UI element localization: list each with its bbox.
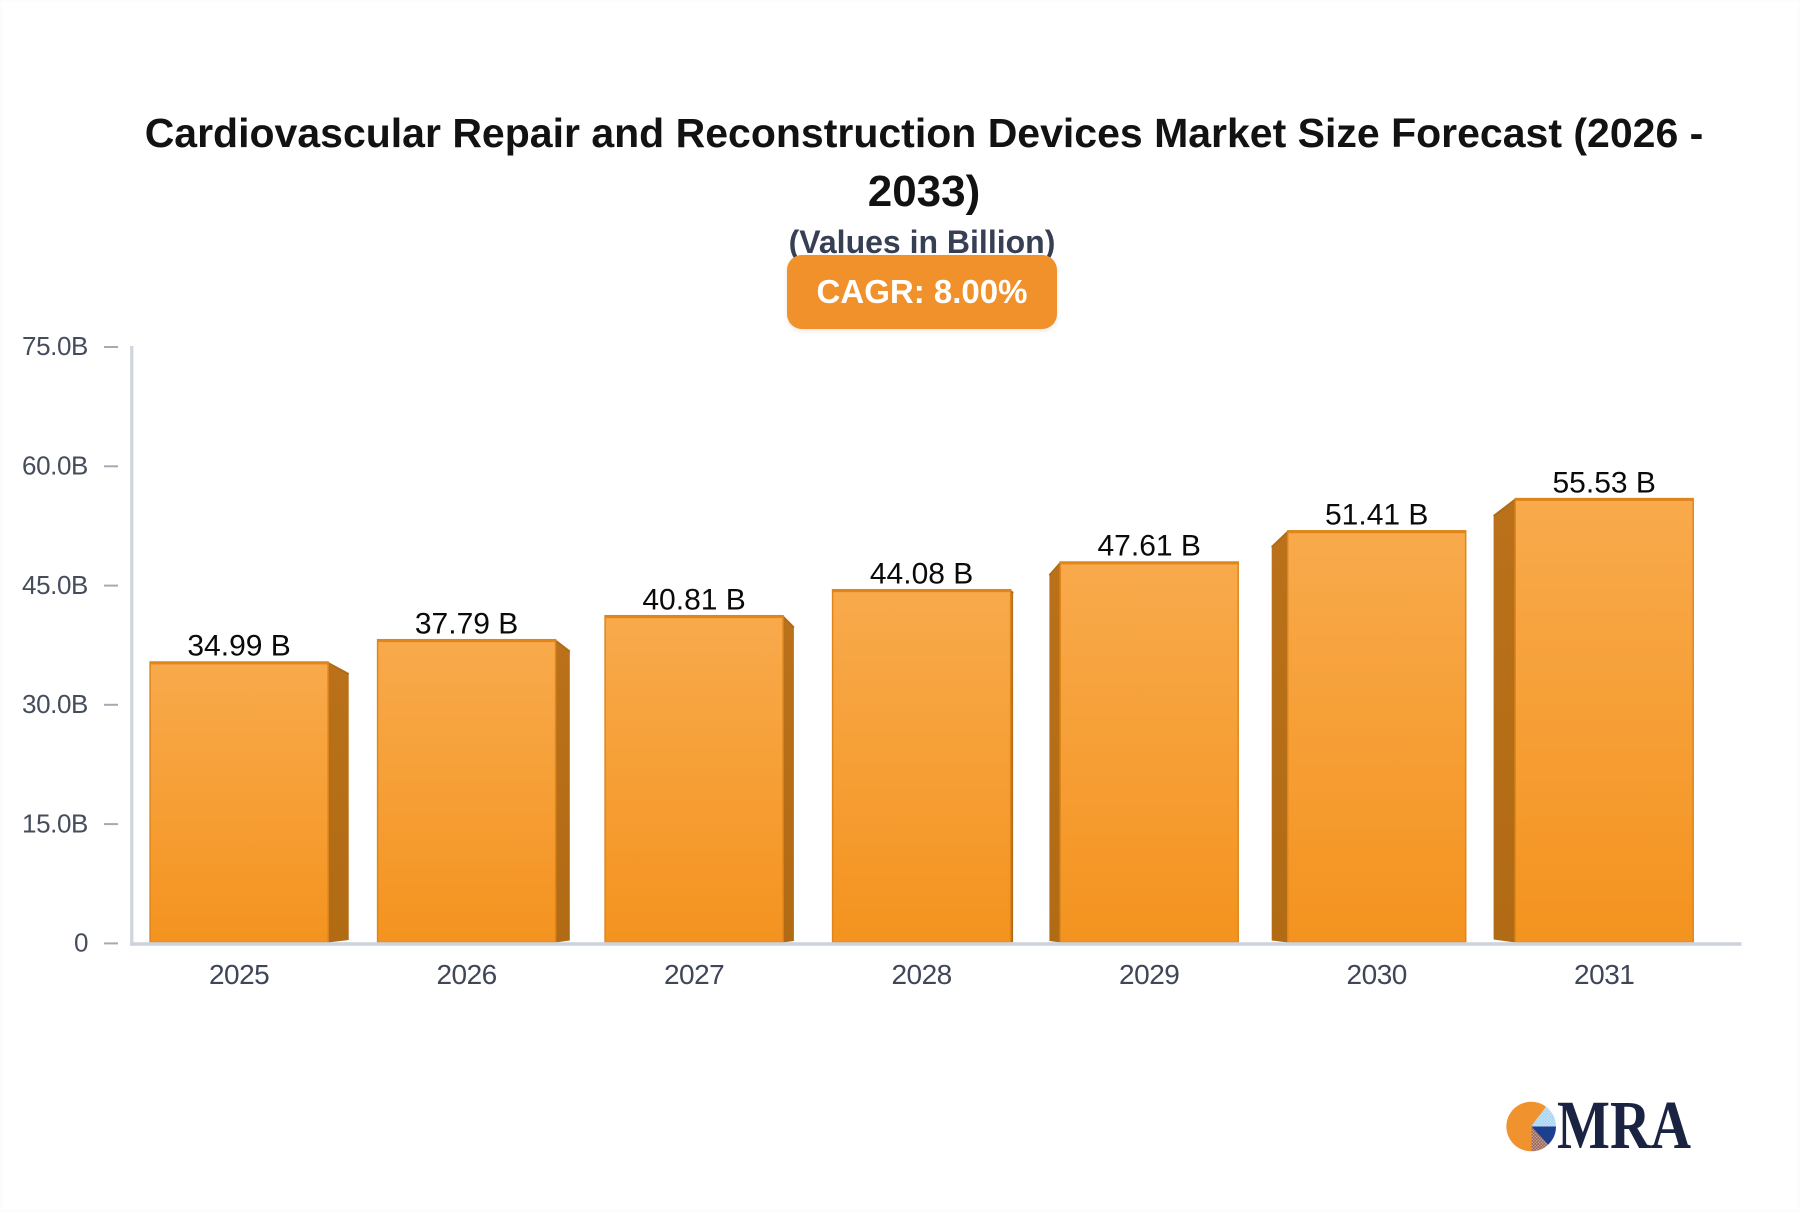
svg-text:51.41 B: 51.41 B — [1325, 499, 1428, 532]
svg-text:2027: 2027 — [664, 959, 724, 990]
svg-text:2025: 2025 — [209, 959, 269, 990]
svg-text:MRA: MRA — [1557, 1087, 1691, 1163]
svg-text:2028: 2028 — [891, 959, 951, 990]
svg-text:45.0B: 45.0B — [22, 570, 88, 600]
svg-text:60.0B: 60.0B — [22, 451, 88, 481]
svg-text:15.0B: 15.0B — [22, 808, 88, 838]
svg-text:0: 0 — [74, 928, 88, 958]
svg-text:Cardiovascular Repair and Reco: Cardiovascular Repair and Reconstruction… — [145, 110, 1704, 156]
svg-text:2031: 2031 — [1574, 959, 1634, 990]
svg-text:40.81 B: 40.81 B — [642, 583, 745, 616]
svg-text:2026: 2026 — [436, 959, 496, 990]
svg-text:47.61 B: 47.61 B — [1097, 530, 1200, 563]
svg-text:55.53 B: 55.53 B — [1552, 466, 1655, 499]
svg-text:44.08 B: 44.08 B — [870, 557, 973, 590]
svg-text:2033): 2033) — [868, 167, 981, 216]
svg-text:2029: 2029 — [1119, 959, 1179, 990]
svg-text:34.99 B: 34.99 B — [187, 630, 290, 663]
svg-text:37.79 B: 37.79 B — [415, 607, 518, 640]
svg-text:75.0B: 75.0B — [22, 331, 88, 361]
svg-text:30.0B: 30.0B — [22, 689, 88, 719]
svg-text:2030: 2030 — [1347, 959, 1407, 990]
svg-text:(Values in Billion): (Values in Billion) — [789, 224, 1056, 260]
